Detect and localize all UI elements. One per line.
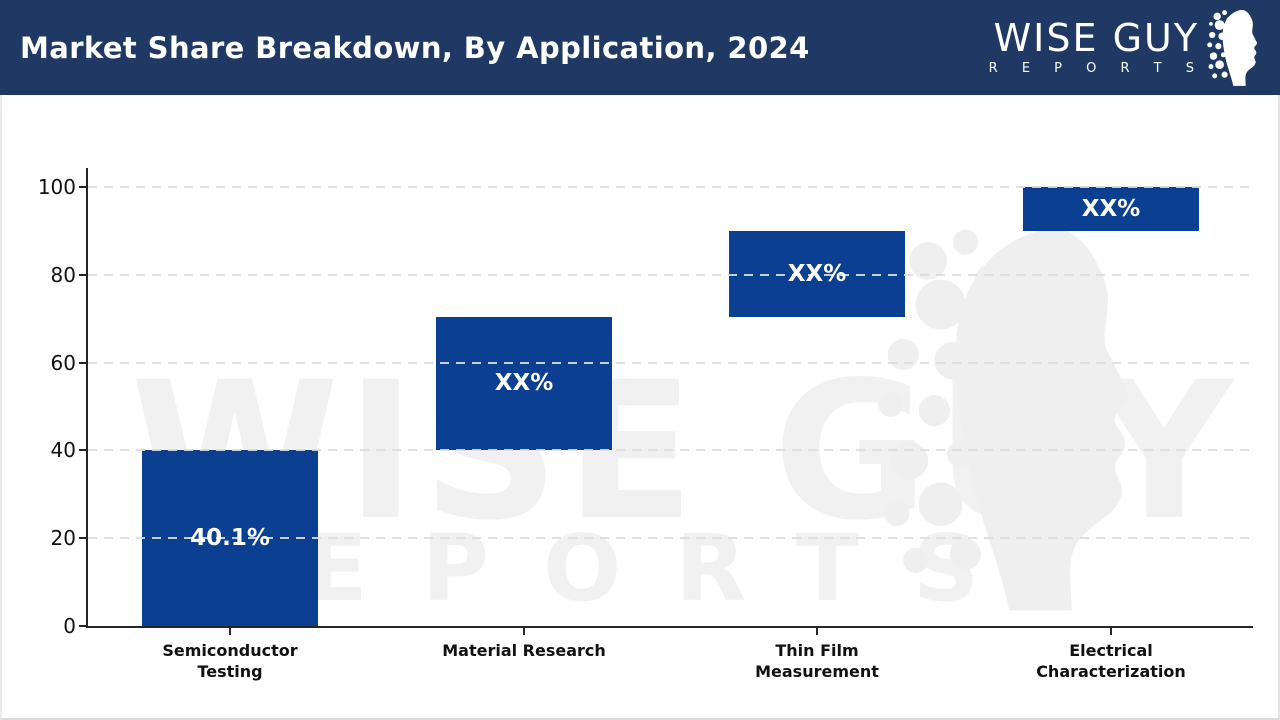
category-label: Semiconductor Testing xyxy=(162,641,298,681)
y-axis-tick-label: 20 xyxy=(50,526,76,551)
y-axis-tick xyxy=(79,273,88,276)
logo-wordmark: WISE GUY xyxy=(993,16,1200,60)
y-axis-tick-label: 0 xyxy=(63,614,76,638)
bar-value-label: XX% xyxy=(1081,195,1141,222)
bar-segment xyxy=(1023,187,1199,231)
gridline xyxy=(88,186,1253,188)
logo-text: WISE GUY R E P O R T S xyxy=(989,18,1204,78)
header: Market Share Breakdown, By Application, … xyxy=(0,0,1280,95)
category-label: Thin Film Measurement xyxy=(755,641,879,681)
y-axis-tick xyxy=(79,537,88,540)
y-axis-tick-label: 100 xyxy=(37,175,76,199)
y-axis-tick-label: 80 xyxy=(50,262,76,287)
bar-segment xyxy=(436,316,612,450)
category-label: Material Research xyxy=(442,641,606,660)
page-title: Market Share Breakdown, By Application, … xyxy=(20,30,810,65)
y-axis-line xyxy=(86,168,88,628)
bar-value-label: XX% xyxy=(494,370,554,397)
gridline xyxy=(88,273,1253,276)
y-axis-tick xyxy=(79,361,88,364)
wise-guy-logo: WISE GUY R E P O R T S xyxy=(989,4,1268,92)
logo-subtitle: R E P O R T S xyxy=(988,61,1204,76)
gridline xyxy=(88,449,1253,452)
gridline xyxy=(88,361,1253,364)
y-axis-tick-label: 60 xyxy=(50,350,76,375)
y-axis-tick-label: 40 xyxy=(50,438,76,463)
x-axis-tick xyxy=(229,628,231,635)
gridline xyxy=(88,537,1253,540)
x-axis-tick xyxy=(523,628,525,635)
bar-value-label: XX% xyxy=(787,260,847,287)
y-axis-tick xyxy=(79,449,88,452)
x-axis-line xyxy=(86,626,1253,628)
bar-value-label: 40.1% xyxy=(190,524,270,551)
category-label: Electrical Characterization xyxy=(1036,641,1186,681)
x-axis-tick xyxy=(816,628,818,635)
y-axis-tick xyxy=(79,625,88,627)
y-axis-tick xyxy=(79,186,88,188)
x-axis-tick xyxy=(1110,628,1112,635)
